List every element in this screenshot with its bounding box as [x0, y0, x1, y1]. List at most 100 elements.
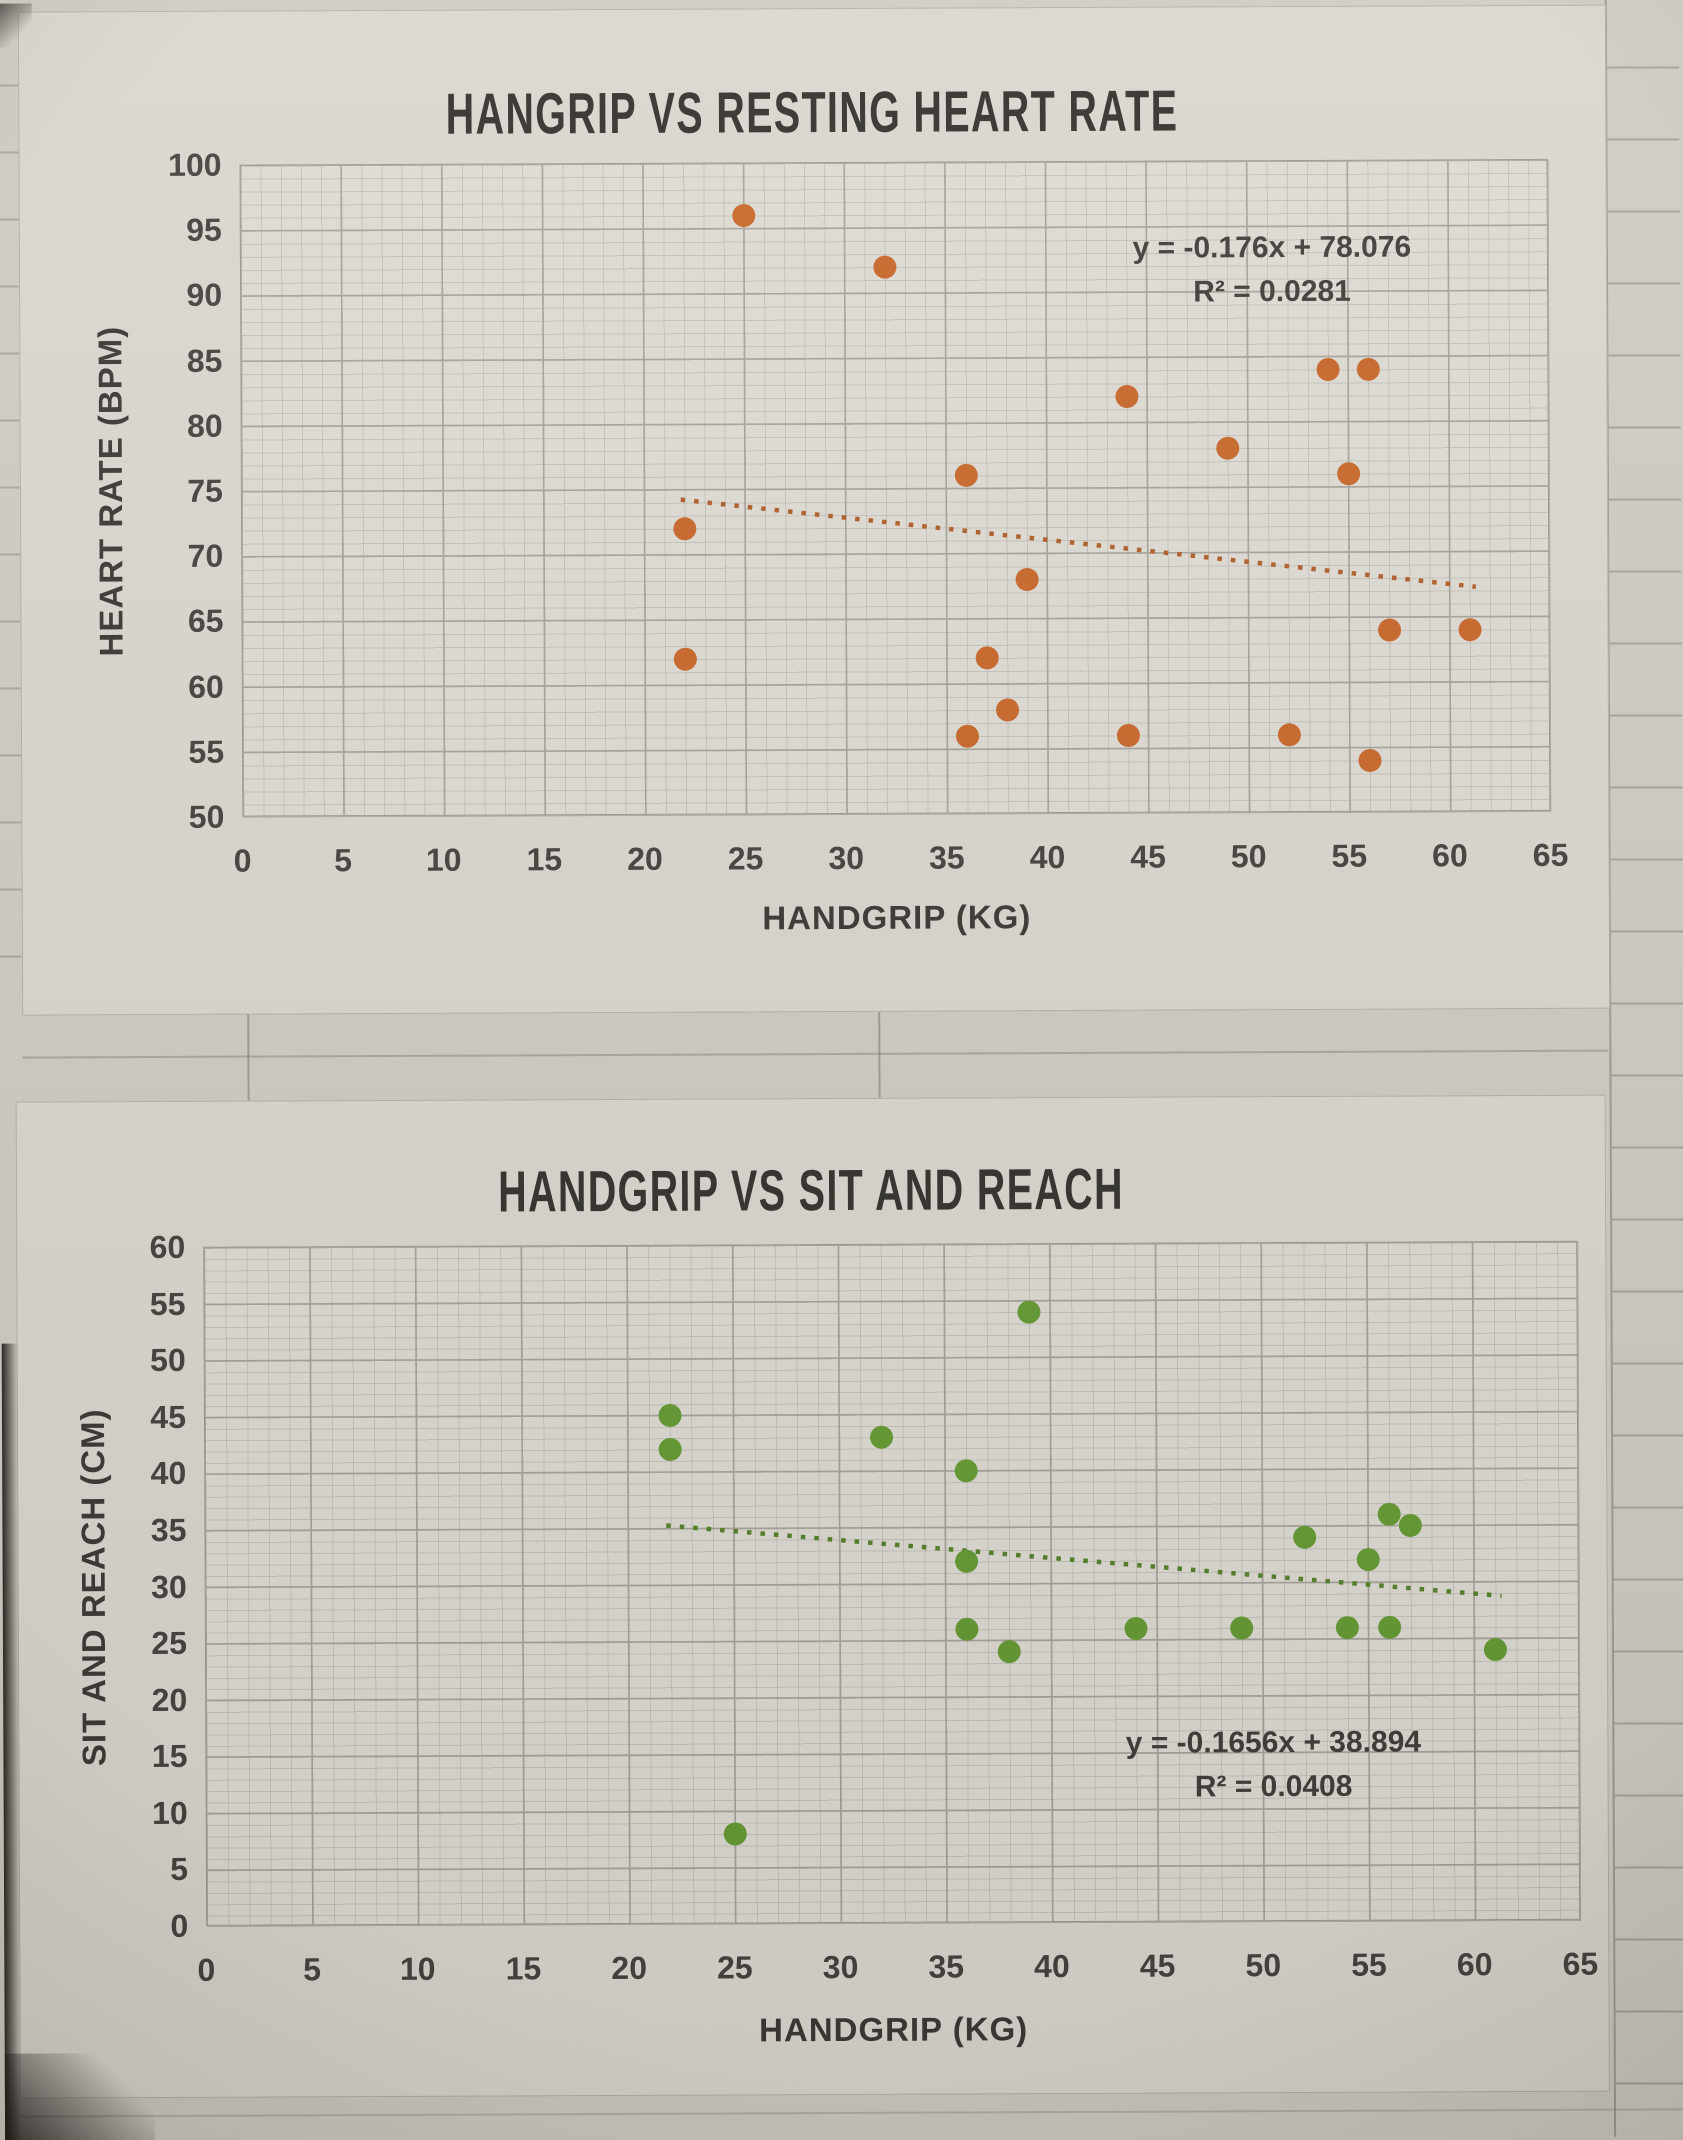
y-tick-label: 80 — [186, 407, 223, 444]
sheet-column-stub-1 — [247, 1014, 250, 1101]
y-tick-label: 75 — [187, 472, 224, 509]
data-point — [955, 1617, 979, 1641]
x-tick-label: 60 — [1432, 837, 1468, 874]
y-tick-label: 90 — [186, 277, 223, 314]
equation-line: y = -0.1656x + 38.894 — [1125, 1725, 1422, 1760]
x-tick-label: 60 — [1456, 1946, 1493, 1983]
data-point — [1398, 1513, 1422, 1537]
y-tick-label: 25 — [151, 1624, 188, 1662]
data-point — [1230, 1616, 1254, 1640]
y-tick-label: 20 — [151, 1681, 188, 1718]
x-tick-label: 65 — [1532, 836, 1569, 873]
r-squared-line: R² = 0.0408 — [1194, 1769, 1353, 1804]
sheet-row-line-bottom — [20, 2108, 1683, 2118]
x-tick-label: 30 — [822, 1948, 859, 1986]
r-squared-line: R² = 0.0281 — [1193, 274, 1351, 309]
x-tick-label: 15 — [505, 1950, 542, 1987]
data-point — [1378, 1615, 1402, 1639]
data-point — [1356, 357, 1380, 381]
x-tick-label: 0 — [197, 1951, 216, 1988]
y-tick-label: 50 — [188, 798, 225, 835]
y-tick-label: 95 — [186, 211, 222, 249]
data-point — [1115, 384, 1139, 408]
data-point — [723, 1822, 747, 1846]
data-points — [658, 1300, 1507, 1846]
equation-line: y = -0.176x + 78.076 — [1132, 230, 1412, 265]
y-tick-label: 30 — [151, 1568, 187, 1605]
x-tick-label: 10 — [425, 841, 462, 878]
data-point — [1015, 567, 1039, 591]
data-point — [1378, 618, 1402, 642]
y-tick-label: 40 — [150, 1455, 187, 1492]
data-point — [955, 1549, 979, 1573]
x-axis-title: HANDGRIP (KG) — [762, 898, 1032, 937]
data-point — [1017, 1300, 1041, 1324]
data-point — [1483, 1638, 1507, 1662]
major-gridlines — [240, 159, 1552, 818]
scatter-canvas — [204, 1241, 1582, 1927]
x-tick-label: 55 — [1331, 837, 1368, 874]
photo-shadow-top-left — [0, 3, 32, 48]
x-tick-label: 35 — [928, 1948, 965, 1985]
x-axis-title: HANDGRIP (KG) — [759, 2010, 1029, 2049]
x-tick-label: 25 — [727, 840, 764, 877]
data-point — [955, 724, 979, 748]
data-point — [658, 1437, 682, 1461]
scatter-canvas — [240, 159, 1552, 818]
axis-tick-labels: 50 55 60 65 70 75 80 85 90 95 100 0 5 10 15 20 25 30 35 40 4… — [19, 6, 1605, 879]
data-point — [1216, 436, 1240, 460]
y-tick-label: 65 — [187, 603, 224, 640]
x-tick-label: 50 — [1245, 1947, 1282, 1984]
data-point — [1356, 1548, 1380, 1572]
data-point — [1335, 1616, 1359, 1640]
y-tick-label: 100 — [168, 146, 222, 183]
y-tick-label: 15 — [151, 1738, 188, 1775]
data-point — [997, 1640, 1021, 1664]
y-axis-title: HEART RATE (BPM) — [91, 325, 130, 657]
data-point — [1337, 462, 1361, 486]
data-point — [975, 646, 999, 670]
x-tick-label: 0 — [233, 842, 252, 879]
sheet-row-lines-right — [1606, 0, 1683, 2137]
y-tick-label: 50 — [150, 1342, 186, 1379]
x-tick-label: 25 — [716, 1949, 753, 1986]
x-tick-label: 65 — [1562, 1945, 1599, 1982]
trendline-equation: y = -0.176x + 78.076 R² = 0.0281 — [992, 225, 1552, 315]
y-tick-label: 35 — [150, 1511, 187, 1548]
chart-object-sit-and-reach[interactable]: HANDGRIP VS SIT AND REACH SIT AND REACH … — [15, 1094, 1610, 2099]
data-point — [1358, 749, 1382, 773]
data-point — [1377, 1502, 1401, 1526]
chart-object-heart-rate[interactable]: HANGRIP VS RESTING HEART RATE HEART RATE… — [17, 4, 1611, 1016]
x-tick-label: 55 — [1351, 1946, 1387, 1983]
x-tick-label: 35 — [928, 839, 965, 876]
chart-title: HANDGRIP VS SIT AND REACH — [498, 1156, 1124, 1225]
x-tick-label: 40 — [1029, 839, 1066, 876]
data-point — [1116, 724, 1140, 748]
x-tick-label: 40 — [1034, 1948, 1070, 1985]
data-point — [870, 1425, 894, 1449]
x-tick-label: 5 — [303, 1951, 322, 1988]
data-point — [1277, 723, 1301, 747]
y-tick-label: 70 — [187, 537, 224, 575]
plot-area: y = -0.1656x + 38.894 R² = 0.0408 — [203, 1240, 1582, 1927]
data-point — [996, 698, 1020, 722]
x-tick-label: 15 — [526, 841, 563, 878]
y-tick-label: 45 — [150, 1398, 187, 1435]
y-tick-label: 55 — [188, 733, 225, 770]
data-point — [658, 1404, 682, 1428]
y-tick-label: 10 — [152, 1794, 188, 1831]
data-point — [732, 204, 756, 228]
data-point — [1124, 1616, 1148, 1640]
sheet-column-stub-2 — [878, 1011, 881, 1098]
trendline — [680, 497, 1477, 590]
x-tick-label: 5 — [334, 842, 353, 879]
x-tick-label: 20 — [627, 840, 663, 877]
photo-shadow-bottom-left — [4, 2053, 156, 2140]
y-tick-label: 85 — [186, 342, 223, 379]
y-tick-label: 60 — [149, 1228, 186, 1266]
data-point — [873, 255, 897, 279]
x-tick-label: 45 — [1130, 838, 1166, 875]
y-tick-label: 55 — [149, 1285, 186, 1322]
data-point — [1293, 1525, 1317, 1549]
